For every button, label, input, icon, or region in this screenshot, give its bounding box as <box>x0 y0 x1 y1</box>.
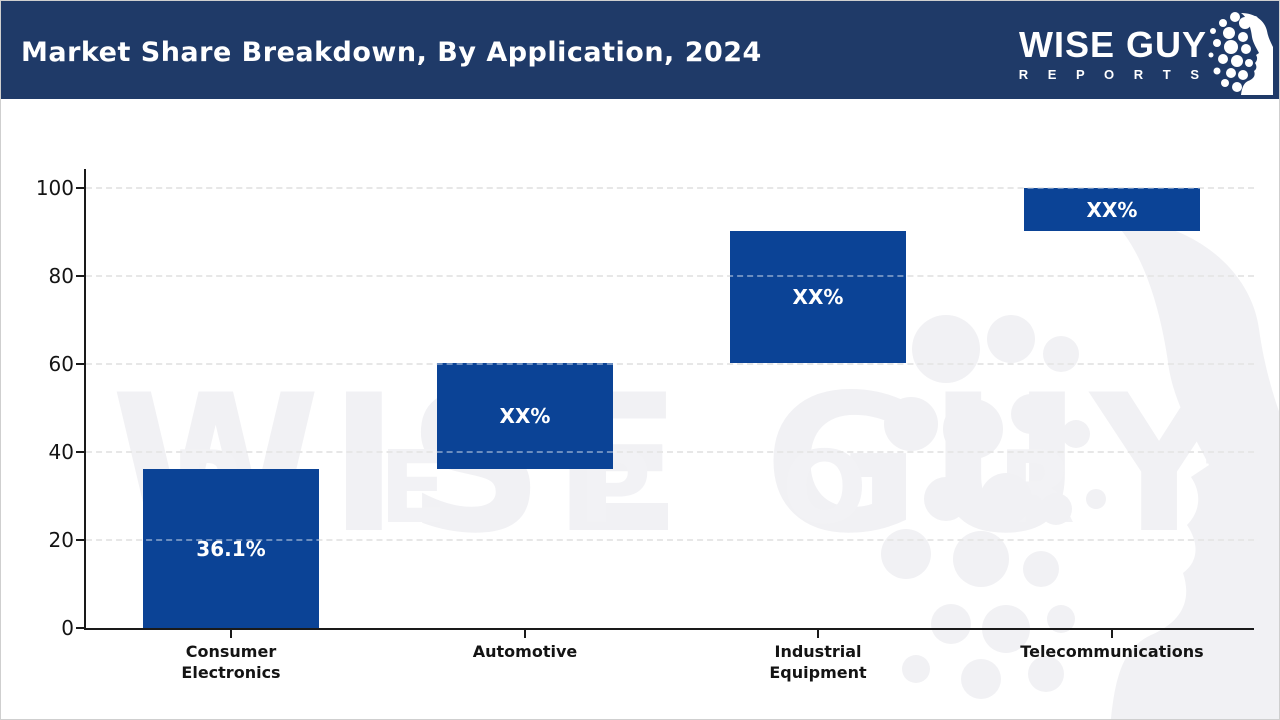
gridline-y-20 <box>86 539 1254 541</box>
bar-automotive: XX% <box>437 363 613 470</box>
y-tick-label-20: 20 <box>48 528 74 552</box>
x-category-label-industrial-equipment: Industrial Equipment <box>688 641 948 683</box>
gridline-y-60 <box>86 363 1254 365</box>
x-category-label-consumer-electronics: Consumer Electronics <box>101 641 361 683</box>
y-tick-mark-0 <box>76 627 84 629</box>
logo-subname: R E P O R T S <box>1018 67 1207 82</box>
page-title: Market Share Breakdown, By Application, … <box>21 37 762 68</box>
y-axis-spine <box>84 169 86 628</box>
gridline-y-100 <box>86 187 1254 189</box>
x-tick-mark-automotive <box>524 630 526 638</box>
bar-consumer-electronics: 36.1% <box>143 469 319 628</box>
x-tick-mark-consumer-electronics <box>230 630 232 638</box>
x-category-label-line: Automotive <box>472 642 578 661</box>
x-tick-mark-industrial-equipment <box>817 630 819 638</box>
y-tick-mark-40 <box>76 451 84 453</box>
bar-telecommunications: XX% <box>1024 188 1200 232</box>
x-category-label-automotive: Automotive <box>395 641 655 662</box>
x-category-label-line: Electronics <box>181 663 281 682</box>
bar-value-label-automotive: XX% <box>499 404 551 429</box>
header: Market Share Breakdown, By Application, … <box>1 1 1279 99</box>
gridline-overlay-y-80 <box>86 275 1254 277</box>
x-category-label-line: Consumer <box>185 642 277 661</box>
x-tick-mark-telecommunications <box>1111 630 1113 638</box>
logo-name: WISE GUY <box>1018 24 1207 65</box>
y-tick-mark-60 <box>76 363 84 365</box>
x-axis-spine <box>84 628 1254 630</box>
x-category-label-telecommunications: Telecommunications <box>982 641 1242 662</box>
gridline-overlay-y-40 <box>86 451 1254 453</box>
y-tick-label-40: 40 <box>48 440 74 464</box>
wise-guy-logo: WISE GUY R E P O R T S <box>1019 7 1273 95</box>
x-category-label-line: Equipment <box>769 663 867 682</box>
gridline-overlay-y-20 <box>86 539 1254 541</box>
bar-value-label-consumer-electronics: 36.1% <box>196 536 266 561</box>
bar-industrial-equipment: XX% <box>730 231 906 364</box>
gridline-overlay-y-60 <box>86 363 1254 365</box>
x-category-label-line: Telecommunications <box>1020 642 1204 661</box>
logo-text: WISE GUY R E P O R T S <box>1018 24 1207 82</box>
y-tick-mark-80 <box>76 275 84 277</box>
bar-value-label-industrial-equipment: XX% <box>792 285 844 310</box>
gridline-y-40 <box>86 451 1254 453</box>
y-tick-label-100: 100 <box>35 176 74 200</box>
bar-value-label-telecommunications: XX% <box>1086 197 1138 222</box>
gridline-overlay-y-100 <box>86 187 1254 189</box>
y-tick-mark-20 <box>76 539 84 541</box>
y-tick-label-80: 80 <box>48 264 74 288</box>
logo-head-icon <box>1208 12 1273 95</box>
y-tick-label-60: 60 <box>48 352 74 376</box>
gridline-y-80 <box>86 275 1254 277</box>
y-tick-mark-100 <box>76 187 84 189</box>
x-category-label-line: Industrial <box>774 642 862 661</box>
y-tick-label-0: 0 <box>61 616 74 640</box>
